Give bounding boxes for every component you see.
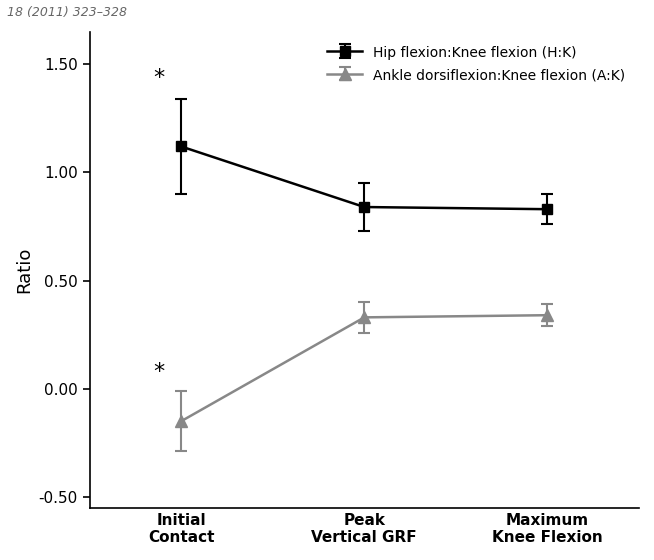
Text: 18 (2011) 323–328: 18 (2011) 323–328 bbox=[7, 6, 126, 18]
Y-axis label: Ratio: Ratio bbox=[15, 246, 33, 293]
Text: *: * bbox=[154, 68, 165, 88]
Text: *: * bbox=[154, 362, 165, 382]
Legend: Hip flexion:Knee flexion (H:K), Ankle dorsiflexion:Knee flexion (A:K): Hip flexion:Knee flexion (H:K), Ankle do… bbox=[320, 39, 632, 89]
